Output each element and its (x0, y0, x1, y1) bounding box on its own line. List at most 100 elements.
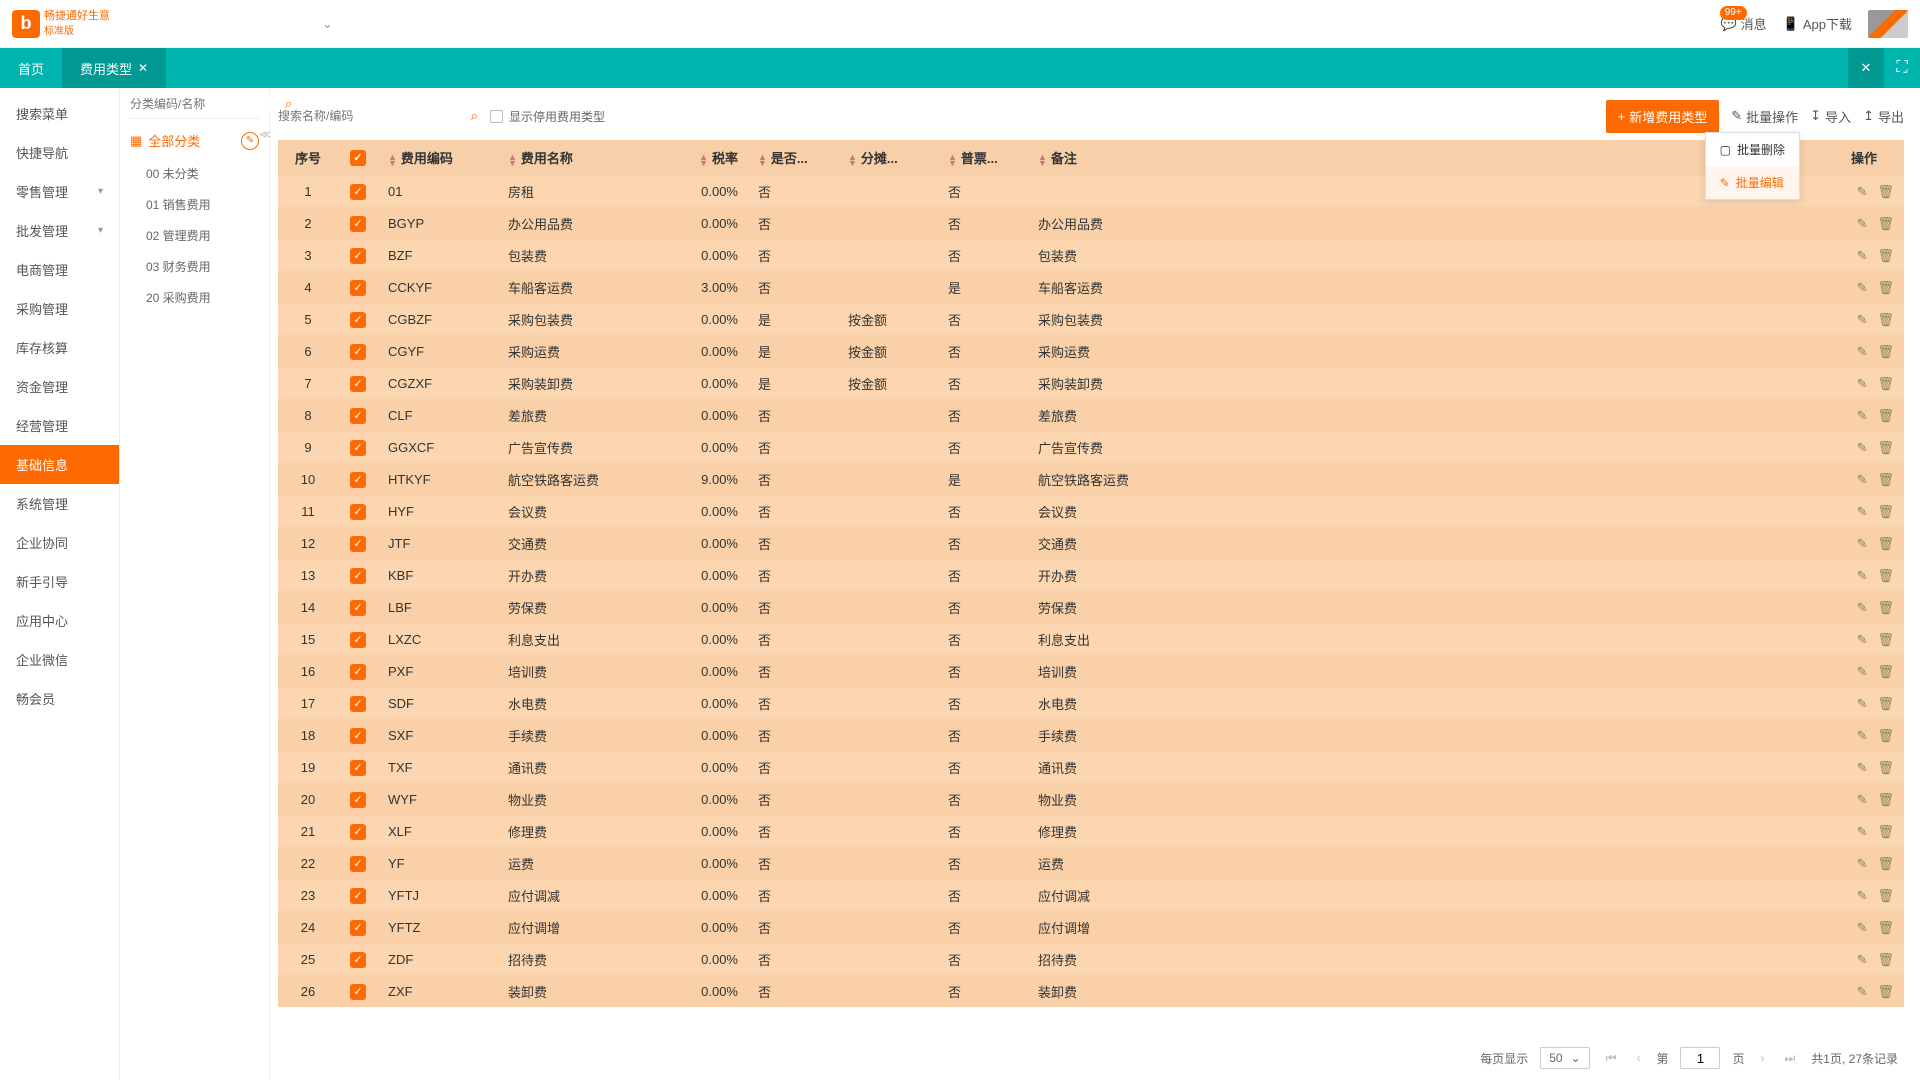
category-item[interactable]: 03 财务费用 (130, 251, 259, 282)
checkbox-icon[interactable]: ✓ (350, 248, 366, 264)
page-input[interactable] (1680, 1047, 1720, 1069)
delete-row-icon[interactable]: 🗑 (1877, 600, 1894, 616)
fullscreen-button[interactable]: ⛶ (1884, 48, 1920, 88)
cell-checkbox[interactable]: ✓ (338, 720, 378, 752)
add-fee-type-button[interactable]: + 新增费用类型 (1606, 100, 1720, 133)
cell-checkbox[interactable]: ✓ (338, 944, 378, 976)
delete-row-icon[interactable]: 🗑 (1877, 728, 1894, 744)
cell-checkbox[interactable]: ✓ (338, 432, 378, 464)
company-selector[interactable]: ⌄ (150, 14, 333, 33)
edit-row-icon[interactable]: ✎ (1857, 856, 1868, 872)
import-button[interactable]: ↧ 导入 (1810, 107, 1851, 126)
edit-row-icon[interactable]: ✎ (1857, 824, 1868, 840)
table-row[interactable]: 7✓CGZXF采购装卸费0.00%是按金额否采购装卸费✎🗑 (278, 368, 1904, 400)
table-row[interactable]: 5✓CGBZF采购包装费0.00%是按金额否采购包装费✎🗑 (278, 304, 1904, 336)
table-row[interactable]: 1✓01房租0.00%否否✎🗑 (278, 176, 1904, 208)
edit-row-icon[interactable]: ✎ (1857, 664, 1868, 680)
table-row[interactable]: 16✓PXF培训费0.00%否否培训费✎🗑 (278, 656, 1904, 688)
cell-checkbox[interactable]: ✓ (338, 176, 378, 208)
edit-categories-button[interactable]: ✎ (241, 132, 259, 150)
table-row[interactable]: 9✓GGXCF广告宣传费0.00%否否广告宣传费✎🗑 (278, 432, 1904, 464)
edit-row-icon[interactable]: ✎ (1857, 728, 1868, 744)
edit-row-icon[interactable]: ✎ (1857, 536, 1868, 552)
page-first-button[interactable]: ⏮ (1602, 1051, 1621, 1066)
edit-row-icon[interactable]: ✎ (1857, 248, 1868, 264)
cell-checkbox[interactable]: ✓ (338, 592, 378, 624)
table-row[interactable]: 10✓HTKYF航空铁路客运费9.00%否是航空铁路客运费✎🗑 (278, 464, 1904, 496)
edit-row-icon[interactable]: ✎ (1857, 920, 1868, 936)
page-prev-button[interactable]: ‹ (1632, 1051, 1644, 1065)
table-row[interactable]: 18✓SXF手续费0.00%否否手续费✎🗑 (278, 720, 1904, 752)
cell-checkbox[interactable]: ✓ (338, 336, 378, 368)
edit-row-icon[interactable]: ✎ (1857, 216, 1868, 232)
table-row[interactable]: 11✓HYF会议费0.00%否否会议费✎🗑 (278, 496, 1904, 528)
delete-row-icon[interactable]: 🗑 (1877, 984, 1894, 1000)
table-row[interactable]: 6✓CGYF采购运费0.00%是按金额否采购运费✎🗑 (278, 336, 1904, 368)
sidebar-item[interactable]: 搜索菜单 (0, 94, 119, 133)
cell-checkbox[interactable]: ✓ (338, 272, 378, 304)
delete-row-icon[interactable]: 🗑 (1877, 312, 1894, 328)
delete-row-icon[interactable]: 🗑 (1877, 888, 1894, 904)
cell-checkbox[interactable]: ✓ (338, 880, 378, 912)
table-row[interactable]: 8✓CLF差旅费0.00%否否差旅费✎🗑 (278, 400, 1904, 432)
tab-fee-type[interactable]: 费用类型 ✕ (62, 48, 166, 88)
edit-row-icon[interactable]: ✎ (1857, 472, 1868, 488)
checkbox-icon[interactable]: ✓ (350, 280, 366, 296)
checkbox-icon[interactable]: ✓ (350, 376, 366, 392)
checkbox-icon[interactable]: ✓ (350, 728, 366, 744)
checkbox-icon[interactable]: ✓ (350, 312, 366, 328)
table-row[interactable]: 12✓JTF交通费0.00%否否交通费✎🗑 (278, 528, 1904, 560)
table-row[interactable]: 25✓ZDF招待费0.00%否否招待费✎🗑 (278, 944, 1904, 976)
table-row[interactable]: 17✓SDF水电费0.00%否否水电费✎🗑 (278, 688, 1904, 720)
edit-row-icon[interactable]: ✎ (1857, 600, 1868, 616)
edit-row-icon[interactable]: ✎ (1857, 984, 1868, 1000)
delete-row-icon[interactable]: 🗑 (1877, 760, 1894, 776)
checkbox-icon[interactable]: ✓ (350, 824, 366, 840)
avatar[interactable] (1868, 10, 1908, 38)
sidebar-item[interactable]: 电商管理 (0, 250, 119, 289)
edit-row-icon[interactable]: ✎ (1857, 504, 1868, 520)
col-code[interactable]: ▲▼费用编码 (378, 140, 498, 176)
delete-row-icon[interactable]: 🗑 (1877, 248, 1894, 264)
category-item[interactable]: 00 未分类 (130, 158, 259, 189)
checkbox-icon[interactable]: ✓ (350, 632, 366, 648)
sidebar-item[interactable]: 企业协同 (0, 523, 119, 562)
table-row[interactable]: 22✓YF运费0.00%否否运费✎🗑 (278, 848, 1904, 880)
checkbox-icon[interactable]: ✓ (350, 696, 366, 712)
checkbox-icon[interactable]: ✓ (350, 760, 366, 776)
batch-delete-item[interactable]: ▢ 批量删除 (1706, 133, 1799, 166)
sidebar-item[interactable]: 快捷导航 (0, 133, 119, 172)
table-row[interactable]: 24✓YFTZ应付调增0.00%否否应付调增✎🗑 (278, 912, 1904, 944)
cell-checkbox[interactable]: ✓ (338, 624, 378, 656)
app-download-button[interactable]: 📱 App下载 (1783, 14, 1852, 33)
delete-row-icon[interactable]: 🗑 (1877, 376, 1894, 392)
cell-checkbox[interactable]: ✓ (338, 912, 378, 944)
export-button[interactable]: ↥ 导出 (1863, 107, 1904, 126)
checkbox-icon[interactable]: ✓ (350, 888, 366, 904)
category-search-input[interactable] (130, 97, 285, 111)
checkbox-icon[interactable]: ✓ (350, 664, 366, 680)
checkbox-icon[interactable]: ✓ (350, 216, 366, 232)
col-checkbox[interactable]: ✓ (338, 140, 378, 176)
edit-row-icon[interactable]: ✎ (1857, 376, 1868, 392)
delete-row-icon[interactable]: 🗑 (1877, 184, 1894, 200)
cell-checkbox[interactable]: ✓ (338, 784, 378, 816)
checkbox-icon[interactable]: ✓ (350, 344, 366, 360)
checkbox-icon[interactable]: ✓ (350, 792, 366, 808)
batch-ops-button[interactable]: ✎ 批量操作 (1731, 107, 1798, 126)
delete-row-icon[interactable]: 🗑 (1877, 216, 1894, 232)
delete-row-icon[interactable]: 🗑 (1877, 696, 1894, 712)
delete-row-icon[interactable]: 🗑 (1877, 440, 1894, 456)
page-next-button[interactable]: › (1756, 1051, 1768, 1065)
delete-row-icon[interactable]: 🗑 (1877, 408, 1894, 424)
edit-row-icon[interactable]: ✎ (1857, 632, 1868, 648)
col-rate[interactable]: ▲▼税率 (668, 140, 748, 176)
delete-row-icon[interactable]: 🗑 (1877, 856, 1894, 872)
delete-row-icon[interactable]: 🗑 (1877, 344, 1894, 360)
table-row[interactable]: 21✓XLF修理费0.00%否否修理费✎🗑 (278, 816, 1904, 848)
table-scroll[interactable]: 序号 ✓ ▲▼费用编码 ▲▼费用名称 ▲▼税率 ▲▼是否... ▲▼分摊... … (278, 140, 1904, 1036)
cell-checkbox[interactable]: ✓ (338, 816, 378, 848)
table-row[interactable]: 4✓CCKYF车船客运费3.00%否是车船客运费✎🗑 (278, 272, 1904, 304)
edit-row-icon[interactable]: ✎ (1857, 408, 1868, 424)
search-input[interactable] (278, 109, 471, 123)
